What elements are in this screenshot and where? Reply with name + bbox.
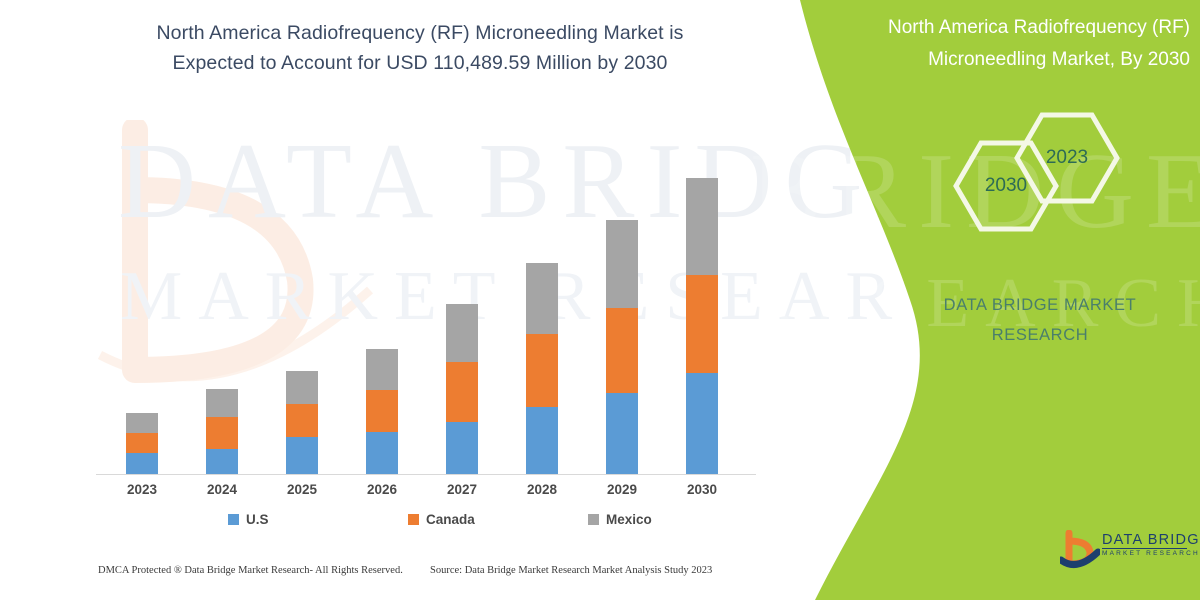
chart-plot-area (96, 150, 756, 475)
bar-segment-mexico-2023[interactable] (126, 413, 158, 433)
x-axis-line (96, 474, 756, 475)
hexagon-2030-label: 2030 (984, 175, 1028, 196)
bar-segment-mexico-2030[interactable] (686, 178, 718, 275)
bar-segment-canada-2023[interactable] (126, 433, 158, 453)
x-tick-2027: 2027 (446, 482, 478, 497)
x-tick-2026: 2026 (366, 482, 398, 497)
chart-legend: U.S Canada Mexico (180, 512, 700, 534)
bar-segment-canada-2027[interactable] (446, 362, 478, 422)
footer: DMCA Protected ® Data Bridge Market Rese… (0, 560, 800, 600)
legend-label: Mexico (606, 512, 652, 527)
bar-segment-us-2030[interactable] (686, 373, 718, 475)
databridge-logo[interactable]: DATA BRIDGE MARKET RESEARCH (1060, 528, 1200, 576)
bar-segment-canada-2030[interactable] (686, 275, 718, 373)
bar-group-2027[interactable] (446, 304, 478, 475)
bar-segment-us-2028[interactable] (526, 407, 558, 475)
legend-item-canada[interactable]: Canada (408, 512, 475, 527)
bar-segment-us-2026[interactable] (366, 432, 398, 475)
bar-segment-mexico-2029[interactable] (606, 220, 638, 308)
bar-group-2023[interactable] (126, 413, 158, 475)
bar-group-2026[interactable] (366, 349, 398, 475)
bar-segment-canada-2029[interactable] (606, 308, 638, 393)
bar-segment-us-2024[interactable] (206, 449, 238, 475)
panel-title-line2: Microneedling Market, By 2030 (928, 49, 1190, 70)
bar-segment-mexico-2025[interactable] (286, 371, 318, 404)
hexagon-2023-label: 2023 (1045, 147, 1089, 168)
legend-swatch-icon (588, 514, 599, 525)
bar-segment-mexico-2024[interactable] (206, 389, 238, 417)
x-tick-2028: 2028 (526, 482, 558, 497)
bar-group-2025[interactable] (286, 371, 318, 475)
bar-group-2030[interactable] (686, 178, 718, 475)
page-title-line1: North America Radiofrequency (RF) Micron… (156, 22, 684, 44)
legend-label: Canada (426, 512, 475, 527)
logo-divider (1102, 548, 1187, 549)
page-title-line2: Expected to Account for USD 110,489.59 M… (172, 52, 668, 74)
bar-segment-mexico-2028[interactable] (526, 263, 558, 334)
legend-item-us[interactable]: U.S (228, 512, 269, 527)
footer-source: Source: Data Bridge Market Research Mark… (430, 565, 713, 576)
panel-title-line1: North America Radiofrequency (RF) (888, 17, 1190, 38)
legend-item-mexico[interactable]: Mexico (588, 512, 652, 527)
stacked-bar-chart: 2023 2024 2025 2026 2027 2028 2029 2030 U.S Cana… (96, 150, 756, 534)
bar-segment-mexico-2027[interactable] (446, 304, 478, 362)
bar-segment-canada-2026[interactable] (366, 390, 398, 432)
x-tick-2023: 2023 (126, 482, 158, 497)
panel-brand-line2: RESEARCH (991, 326, 1089, 344)
bar-segment-us-2029[interactable] (606, 393, 638, 475)
logo-tagline: MARKET RESEARCH (1102, 550, 1200, 557)
bar-group-2029[interactable] (606, 220, 638, 475)
logo-name: DATA BRIDGE (1102, 532, 1200, 548)
bar-segment-us-2023[interactable] (126, 453, 158, 475)
bar-segment-canada-2025[interactable] (286, 404, 318, 437)
bar-segment-us-2025[interactable] (286, 437, 318, 475)
legend-swatch-icon (228, 514, 239, 525)
page-title: North America Radiofrequency (RF) Micron… (60, 18, 780, 78)
panel-brand-line1: DATA BRIDGE MARKET (943, 296, 1137, 314)
green-side-panel: BRIDGE RESEARCH North America Radiofrequ… (750, 0, 1200, 600)
x-tick-2025: 2025 (286, 482, 318, 497)
bar-segment-canada-2028[interactable] (526, 334, 558, 407)
panel-watermark-line2: RESEARCH (750, 265, 1200, 342)
x-axis-tick-labels: 2023 2024 2025 2026 2027 2028 2029 2030 (96, 482, 756, 504)
bar-segment-canada-2024[interactable] (206, 417, 238, 449)
bar-group-2024[interactable] (206, 389, 238, 475)
bar-group-2028[interactable] (526, 263, 558, 475)
panel-title: North America Radiofrequency (RF) Micron… (820, 12, 1190, 76)
bar-segment-mexico-2026[interactable] (366, 349, 398, 390)
x-tick-2029: 2029 (606, 482, 638, 497)
databridge-b-mark-icon (1060, 530, 1100, 568)
legend-label: U.S (246, 512, 269, 527)
bar-segment-us-2027[interactable] (446, 422, 478, 475)
x-tick-2030: 2030 (686, 482, 718, 497)
footer-copyright: DMCA Protected ® Data Bridge Market Rese… (98, 565, 403, 576)
x-tick-2024: 2024 (206, 482, 238, 497)
panel-brand-text: DATA BRIDGE MARKET RESEARCH (890, 290, 1190, 350)
legend-swatch-icon (408, 514, 419, 525)
